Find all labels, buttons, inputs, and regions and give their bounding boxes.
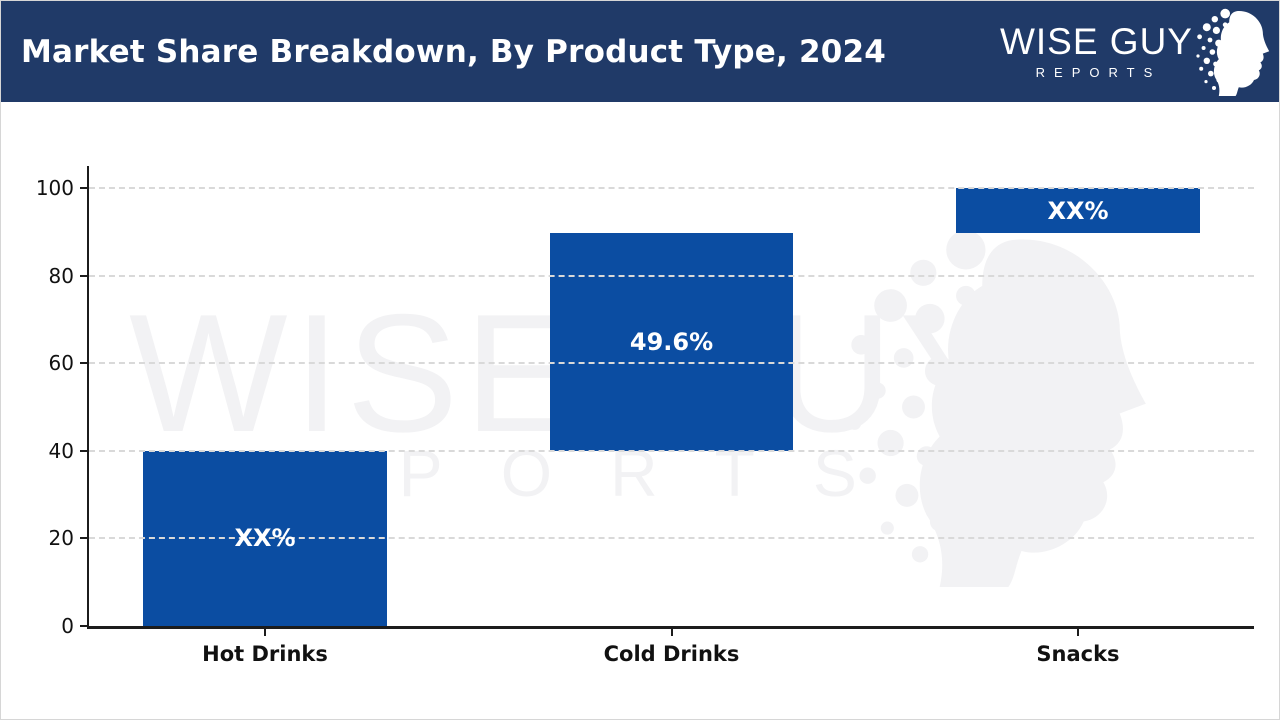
x-axis-label-hot-drinks: Hot Drinks bbox=[202, 642, 328, 666]
gridline-100 bbox=[89, 186, 1254, 189]
gridline-20 bbox=[89, 537, 1254, 540]
bar-value-label-snacks: XX% bbox=[1047, 196, 1109, 225]
brand-logo-text: WISE GUY REPORTS bbox=[1000, 23, 1193, 80]
x-axis-label-cold-drinks: Cold Drinks bbox=[603, 642, 740, 666]
y-tick-mark-60 bbox=[80, 362, 88, 365]
y-tick-label-80: 80 bbox=[48, 263, 74, 288]
x-tick-mark-cold-drinks bbox=[670, 628, 673, 636]
y-tick-label-0: 0 bbox=[61, 614, 74, 638]
brand-name: WISE GUY bbox=[999, 21, 1193, 62]
brand-head-icon bbox=[1187, 8, 1273, 96]
y-tick-label-20: 20 bbox=[48, 526, 74, 551]
x-axis-label-snacks: Snacks bbox=[1036, 642, 1120, 666]
page-title: Market Share Breakdown, By Product Type,… bbox=[21, 33, 887, 70]
bar-value-label-cold-drinks: 49.6% bbox=[629, 328, 714, 357]
bar-cold-drinks bbox=[549, 233, 794, 451]
y-tick-mark-80 bbox=[80, 274, 88, 277]
bar-value-label-hot-drinks: XX% bbox=[234, 524, 296, 553]
gridline-80 bbox=[89, 274, 1254, 277]
gridline-40 bbox=[89, 449, 1254, 452]
brand-logo: WISE GUY REPORTS bbox=[1000, 8, 1273, 96]
y-tick-label-60: 60 bbox=[48, 351, 74, 376]
y-tick-label-40: 40 bbox=[48, 438, 74, 463]
x-axis-line bbox=[87, 626, 1254, 629]
y-axis-line bbox=[87, 166, 89, 629]
y-tick-mark-40 bbox=[80, 449, 88, 452]
gridline-60 bbox=[89, 362, 1254, 365]
y-tick-label-100: 100 bbox=[35, 175, 74, 200]
y-tick-mark-100 bbox=[80, 186, 88, 189]
y-tick-mark-20 bbox=[80, 537, 88, 540]
y-tick-mark-0 bbox=[80, 625, 88, 627]
x-tick-mark-snacks bbox=[1076, 628, 1079, 636]
watermark-head-icon bbox=[813, 227, 1158, 587]
bar-snacks bbox=[956, 187, 1200, 234]
plot-area: WISE GUY REPORTS XX% 49.6% XX% 0 20 40 60 80 100… bbox=[1, 102, 1279, 719]
x-tick-mark-hot-drinks bbox=[264, 628, 266, 636]
brand-subname: REPORTS bbox=[1035, 65, 1162, 80]
header-band: Market Share Breakdown, By Product Type,… bbox=[1, 1, 1279, 102]
